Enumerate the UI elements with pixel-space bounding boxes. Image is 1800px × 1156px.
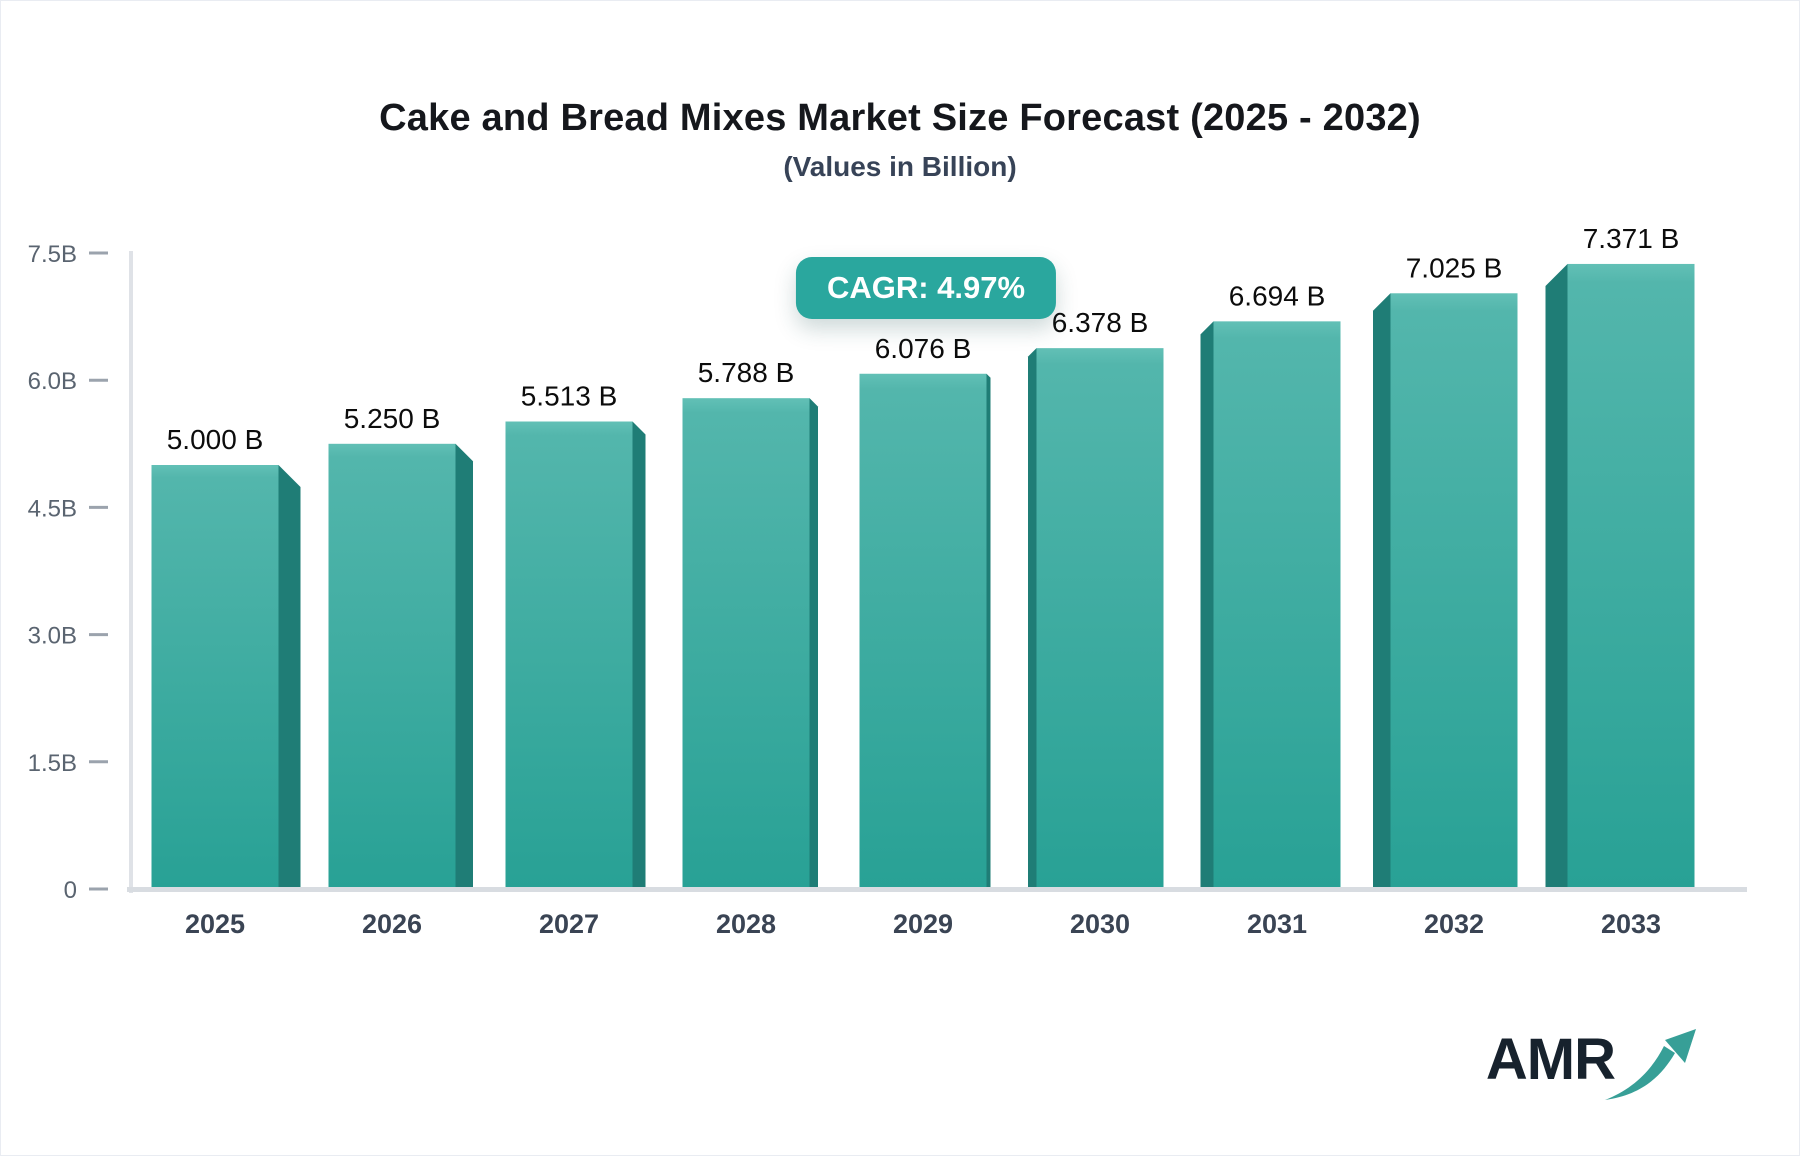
- bar-face: [151, 465, 279, 889]
- bar-side: [1200, 321, 1214, 890]
- bar-face: [1390, 293, 1518, 889]
- x-axis-line: [127, 887, 1747, 892]
- x-tick-label: 2025: [185, 909, 245, 939]
- x-tick-label: 2030: [1070, 909, 1130, 939]
- bar-group: 6.076 B 2029: [859, 333, 991, 939]
- x-tick-label: 2032: [1424, 909, 1484, 939]
- bar-group: 6.694 B 2031: [1200, 280, 1341, 939]
- y-tick-label: 1.5B: [28, 750, 77, 777]
- x-tick-label: 2027: [539, 909, 599, 939]
- bar-value-label: 5.788 B: [698, 357, 795, 388]
- bar-group: 7.025 B 2032: [1373, 252, 1518, 939]
- y-axis-line: [129, 251, 133, 893]
- bar-face: [859, 373, 987, 889]
- cagr-badge: CAGR: 4.97%: [795, 257, 1057, 319]
- amr-logo: AMR: [1485, 1027, 1701, 1105]
- bar-face: [328, 443, 456, 889]
- bar-side: [278, 465, 301, 889]
- y-tick-label: 7.5B: [28, 241, 77, 268]
- bar-side: [1373, 293, 1391, 889]
- y-tick-label: 0: [64, 877, 77, 904]
- bar-value-label: 5.000 B: [167, 424, 264, 455]
- x-tick-label: 2029: [893, 909, 953, 939]
- bar-face: [1567, 263, 1695, 889]
- x-tick-label: 2026: [362, 909, 422, 939]
- bar-face: [505, 421, 633, 889]
- bar-group: 5.513 B 2027: [505, 380, 646, 939]
- bar-side: [1545, 263, 1568, 889]
- y-tick-label: 6.0B: [28, 368, 77, 395]
- bar-value-label: 6.076 B: [875, 333, 972, 364]
- y-tick-label: 4.5B: [28, 495, 77, 522]
- bar-side: [632, 421, 646, 889]
- bar-value-label: 6.694 B: [1229, 280, 1326, 311]
- bar-group: 6.378 B 2030: [1028, 307, 1164, 939]
- x-tick-label: 2031: [1247, 909, 1307, 939]
- bar-group: 5.000 B 2025: [151, 424, 301, 939]
- bar-value-label: 7.025 B: [1406, 252, 1503, 283]
- bar-value-label: 5.513 B: [521, 380, 618, 411]
- chart-subtitle: (Values in Billion): [783, 151, 1017, 182]
- amr-logo-text: AMR: [1485, 1027, 1616, 1092]
- bar-value-label: 5.250 B: [344, 403, 441, 434]
- trend-up-arrow-icon: [1605, 1029, 1696, 1100]
- bar-group: 5.788 B 2028: [682, 357, 818, 939]
- bar-value-label: 7.371 B: [1583, 223, 1680, 254]
- bar-face: [1036, 348, 1164, 889]
- bar-face: [682, 398, 810, 889]
- x-tick-label: 2028: [716, 909, 776, 939]
- bar-side: [1028, 348, 1037, 889]
- y-tick-label: 3.0B: [28, 623, 77, 650]
- bar-side: [809, 398, 818, 889]
- bar-group: 5.250 B 2026: [328, 403, 473, 939]
- bar-side: [986, 373, 991, 889]
- bar-group: 7.371 B 2033: [1545, 223, 1695, 939]
- x-tick-label: 2033: [1601, 909, 1661, 939]
- bar-value-label: 6.378 B: [1052, 307, 1149, 338]
- bar-face: [1213, 321, 1341, 890]
- chart-title: Cake and Bread Mixes Market Size Forecas…: [379, 97, 1421, 139]
- bar-side: [455, 443, 473, 889]
